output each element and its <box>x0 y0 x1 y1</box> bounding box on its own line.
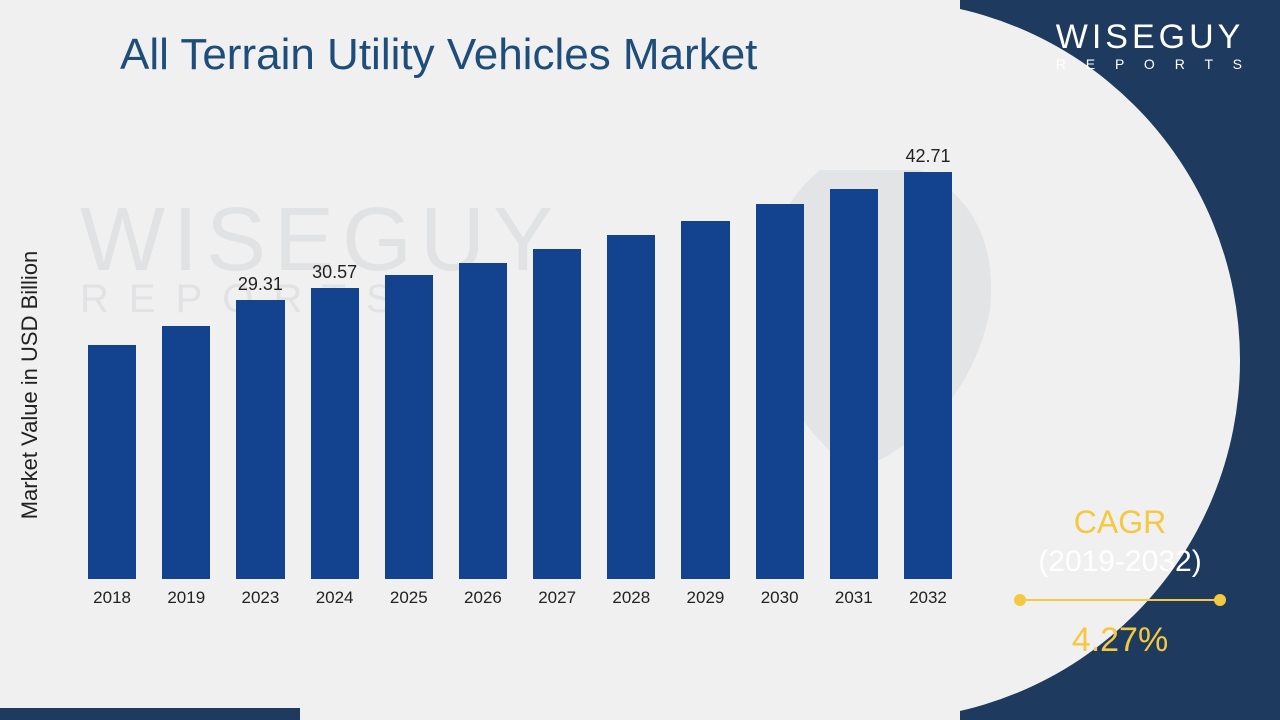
bar-value-label: 30.57 <box>312 262 357 283</box>
brand-logo: WISEGUY R E P O R T S <box>1056 20 1250 72</box>
cagr-range: (2019-2032) <box>990 545 1250 579</box>
bar <box>236 300 284 579</box>
bar <box>162 326 210 579</box>
bar <box>681 221 729 579</box>
bar <box>607 235 655 579</box>
cagr-value: 4.27% <box>990 621 1250 660</box>
x-tick-label: 2028 <box>607 580 655 620</box>
bar-value-label: 42.71 <box>905 146 950 167</box>
bottom-accent-bar <box>0 708 300 720</box>
logo-sub-text: R E P O R T S <box>1056 56 1250 72</box>
x-tick-label: 2019 <box>162 580 210 620</box>
x-tick-label: 2025 <box>385 580 433 620</box>
bar-wrap <box>830 189 878 579</box>
bar <box>830 189 878 579</box>
cagr-divider <box>1020 599 1220 601</box>
bar-wrap <box>607 235 655 579</box>
bar-wrap: 30.57 <box>311 288 359 579</box>
x-tick-label: 2018 <box>88 580 136 620</box>
bar-wrap <box>385 275 433 579</box>
bar <box>756 204 804 579</box>
y-axis-label: Market Value in USD Billion <box>17 251 43 520</box>
cagr-block: CAGR (2019-2032) 4.27% <box>990 504 1250 660</box>
bar <box>904 172 952 579</box>
bar-wrap <box>88 345 136 579</box>
x-tick-label: 2031 <box>830 580 878 620</box>
bar-wrap <box>681 221 729 579</box>
x-tick-label: 2023 <box>236 580 284 620</box>
bar-wrap <box>459 263 507 580</box>
bars-container: 29.31 30.57 42.71 <box>80 150 960 579</box>
x-tick-label: 2029 <box>681 580 729 620</box>
bar-chart: Market Value in USD Billion 29.3130.5742… <box>40 150 960 620</box>
x-tick-label: 2026 <box>459 580 507 620</box>
x-tick-label: 2030 <box>756 580 804 620</box>
x-tick-label: 2024 <box>311 580 359 620</box>
bar-wrap <box>756 204 804 579</box>
logo-main-text: WISEGUY <box>1056 20 1250 54</box>
x-tick-label: 2032 <box>904 580 952 620</box>
bar <box>311 288 359 579</box>
x-axis-labels: 2018 2019 2023 2024 2025 2026 2027 2028 2029 2030… <box>80 580 960 620</box>
plot-area: 29.31 30.57 42.71 <box>80 150 960 580</box>
bar-wrap <box>533 249 581 579</box>
bar <box>88 345 136 579</box>
bar-wrap: 29.31 <box>236 300 284 579</box>
bar <box>459 263 507 580</box>
bar <box>385 275 433 579</box>
bar-wrap <box>162 326 210 579</box>
chart-title: All Terrain Utility Vehicles Market <box>120 30 757 80</box>
infographic-canvas: WISEGUYREPORTS WISEGUY R E P O R T S All… <box>0 0 1280 720</box>
bar <box>533 249 581 579</box>
x-tick-label: 2027 <box>533 580 581 620</box>
bar-value-label: 29.31 <box>238 274 283 295</box>
cagr-label: CAGR <box>990 504 1250 541</box>
bar-wrap: 42.71 <box>904 172 952 579</box>
